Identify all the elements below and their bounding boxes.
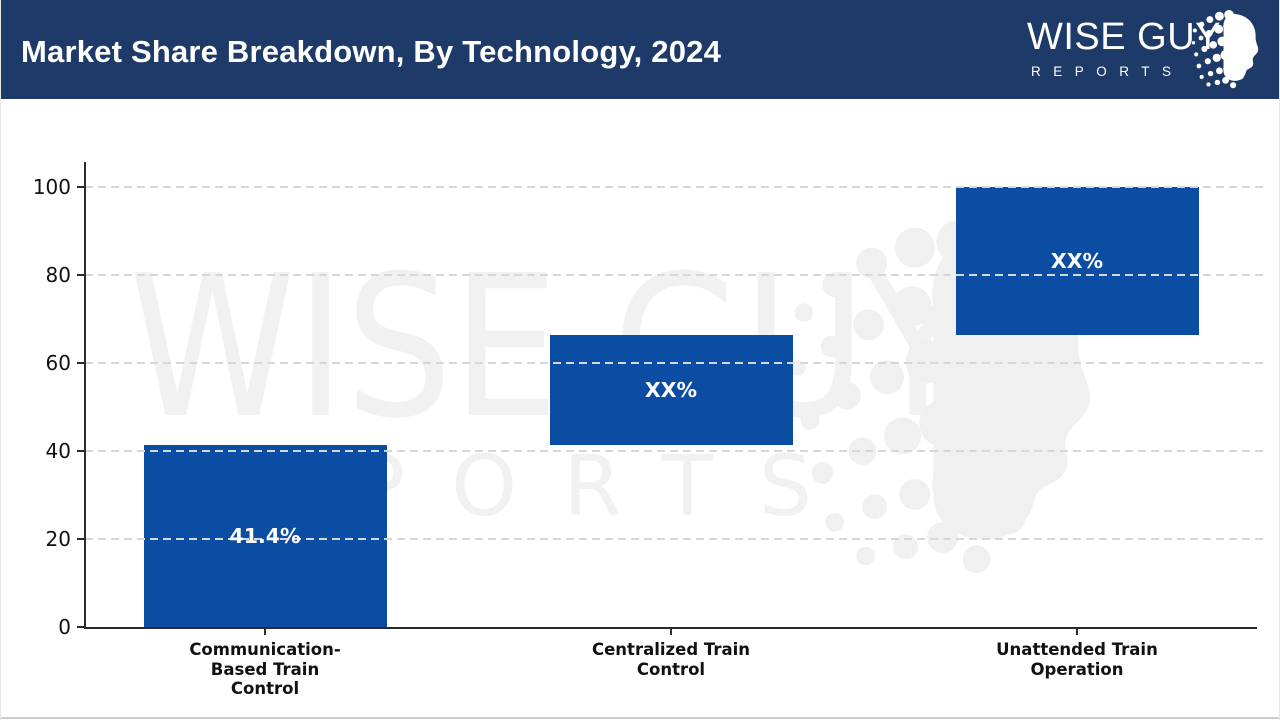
y-gridline (85, 450, 1263, 452)
bar-value-label: 41.4% (229, 523, 301, 548)
y-gridline (85, 274, 1263, 276)
y-tick-label: 40 (45, 439, 71, 463)
bar-unattended-train-operation (955, 187, 1199, 335)
y-tick-mark (77, 626, 85, 628)
bar-centralized-train-control (549, 334, 793, 445)
y-tick-label: 100 (32, 175, 71, 199)
y-tick-label: 20 (45, 527, 71, 551)
x-tick-mark (670, 628, 672, 635)
wise-guy-reports-logo: WISE GUY REPORTS (1013, 8, 1263, 94)
y-gridline (85, 538, 1263, 540)
logo-subtext: REPORTS (1031, 64, 1184, 79)
y-tick-mark (77, 362, 85, 364)
bottom-rule (1, 717, 1279, 719)
x-category-label: Centralized Train Control (592, 640, 750, 679)
x-tick-mark (264, 628, 266, 635)
y-axis-line (84, 162, 86, 629)
header-band: Market Share Breakdown, By Technology, 2… (1, 0, 1279, 99)
logo-wordmark: WISE GUY (1027, 16, 1222, 58)
y-gridline (85, 362, 1263, 364)
x-category-label: Unattended Train Operation (996, 640, 1158, 679)
y-tick-label: 80 (45, 263, 71, 287)
y-tick-mark (77, 274, 85, 276)
y-tick-mark (77, 450, 85, 452)
y-tick-label: 60 (45, 351, 71, 375)
bar-communication-based-train-control (143, 444, 387, 627)
y-tick-mark (77, 538, 85, 540)
page-title: Market Share Breakdown, By Technology, 2… (21, 34, 722, 69)
bar-value-label: XX% (644, 377, 698, 402)
y-tick-mark (77, 186, 85, 188)
dotted-head-icon (1192, 10, 1259, 89)
y-gridline (85, 186, 1263, 188)
y-tick-label: 0 (58, 615, 71, 639)
bar-value-label: XX% (1050, 248, 1104, 273)
x-tick-mark (1076, 628, 1078, 635)
x-category-label: Communication- Based Train Control (189, 640, 341, 698)
